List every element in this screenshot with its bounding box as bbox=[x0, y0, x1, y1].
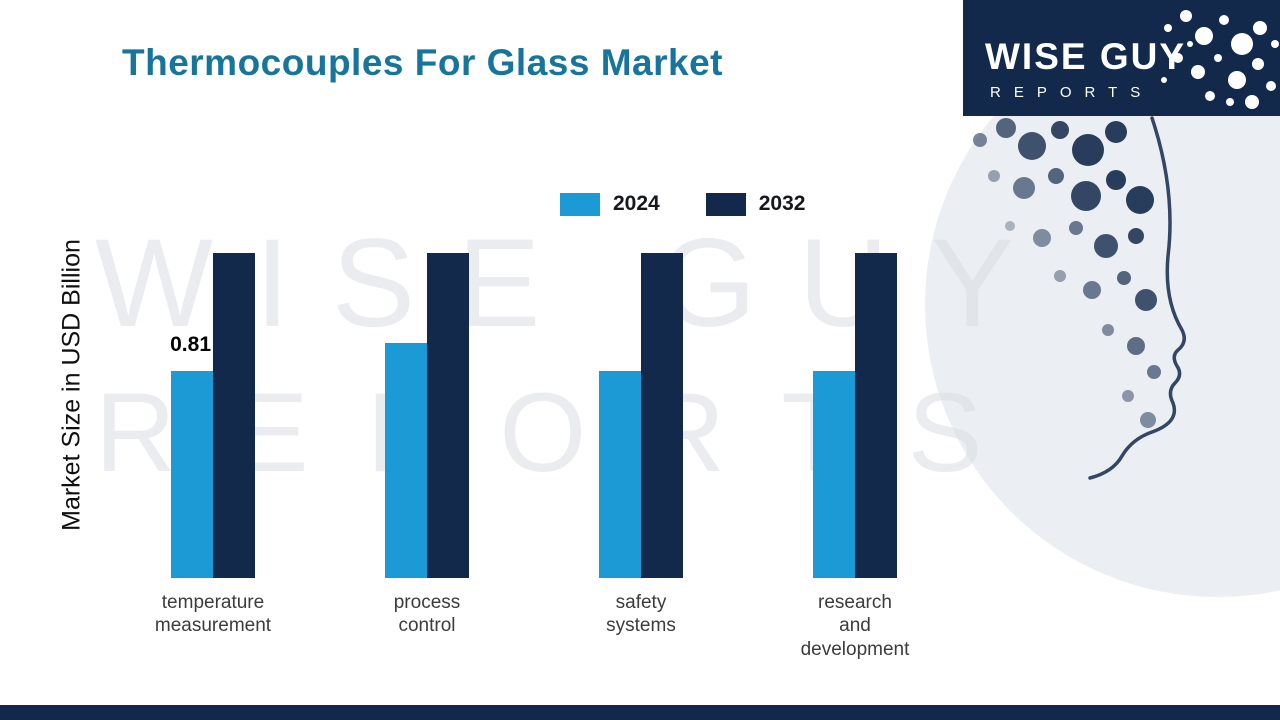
footer-strip bbox=[0, 705, 1280, 720]
category-label: temperature measurement bbox=[154, 592, 272, 637]
category-labels: temperature measurement process control sa… bbox=[106, 591, 962, 661]
legend-label-2032: 2032 bbox=[758, 192, 806, 215]
logo-text-reports: REPORTS bbox=[990, 84, 1154, 101]
bar-2032 bbox=[641, 253, 683, 578]
legend-label-2024: 2024 bbox=[613, 192, 660, 215]
bar-2032 bbox=[213, 253, 255, 578]
category-label: research and development bbox=[800, 592, 910, 660]
bar-value-label: 0.81 bbox=[170, 333, 211, 356]
bar-group bbox=[534, 253, 748, 578]
bar-2032 bbox=[427, 253, 469, 578]
chart-legend: 2024 2032 bbox=[560, 192, 805, 216]
bar-2024 bbox=[385, 343, 427, 578]
legend-item-2032: 2032 bbox=[705, 192, 806, 216]
plot-area: 0.81 bbox=[106, 253, 962, 578]
bar-group bbox=[320, 253, 534, 578]
legend-swatch-2032 bbox=[705, 192, 746, 216]
legend-item-2024: 2024 bbox=[560, 192, 660, 216]
bar-2032 bbox=[855, 253, 897, 578]
page-title: Thermocouples For Glass Market bbox=[122, 42, 724, 83]
bar-group: 0.81 bbox=[106, 253, 320, 578]
bar-group bbox=[748, 253, 962, 578]
y-axis-label: Market Size in USD Billion bbox=[57, 239, 86, 531]
logo-text-wiseguy: WISE GUY bbox=[985, 36, 1187, 77]
wiseguy-logo: WISE GUY REPORTS bbox=[963, 0, 1280, 116]
category-label: safety systems bbox=[606, 592, 676, 637]
bar-2024 bbox=[813, 371, 855, 578]
bar-2024: 0.81 bbox=[170, 333, 213, 578]
category-label: process control bbox=[393, 592, 461, 637]
bar-2024 bbox=[599, 371, 641, 578]
legend-swatch-2024 bbox=[560, 192, 600, 216]
